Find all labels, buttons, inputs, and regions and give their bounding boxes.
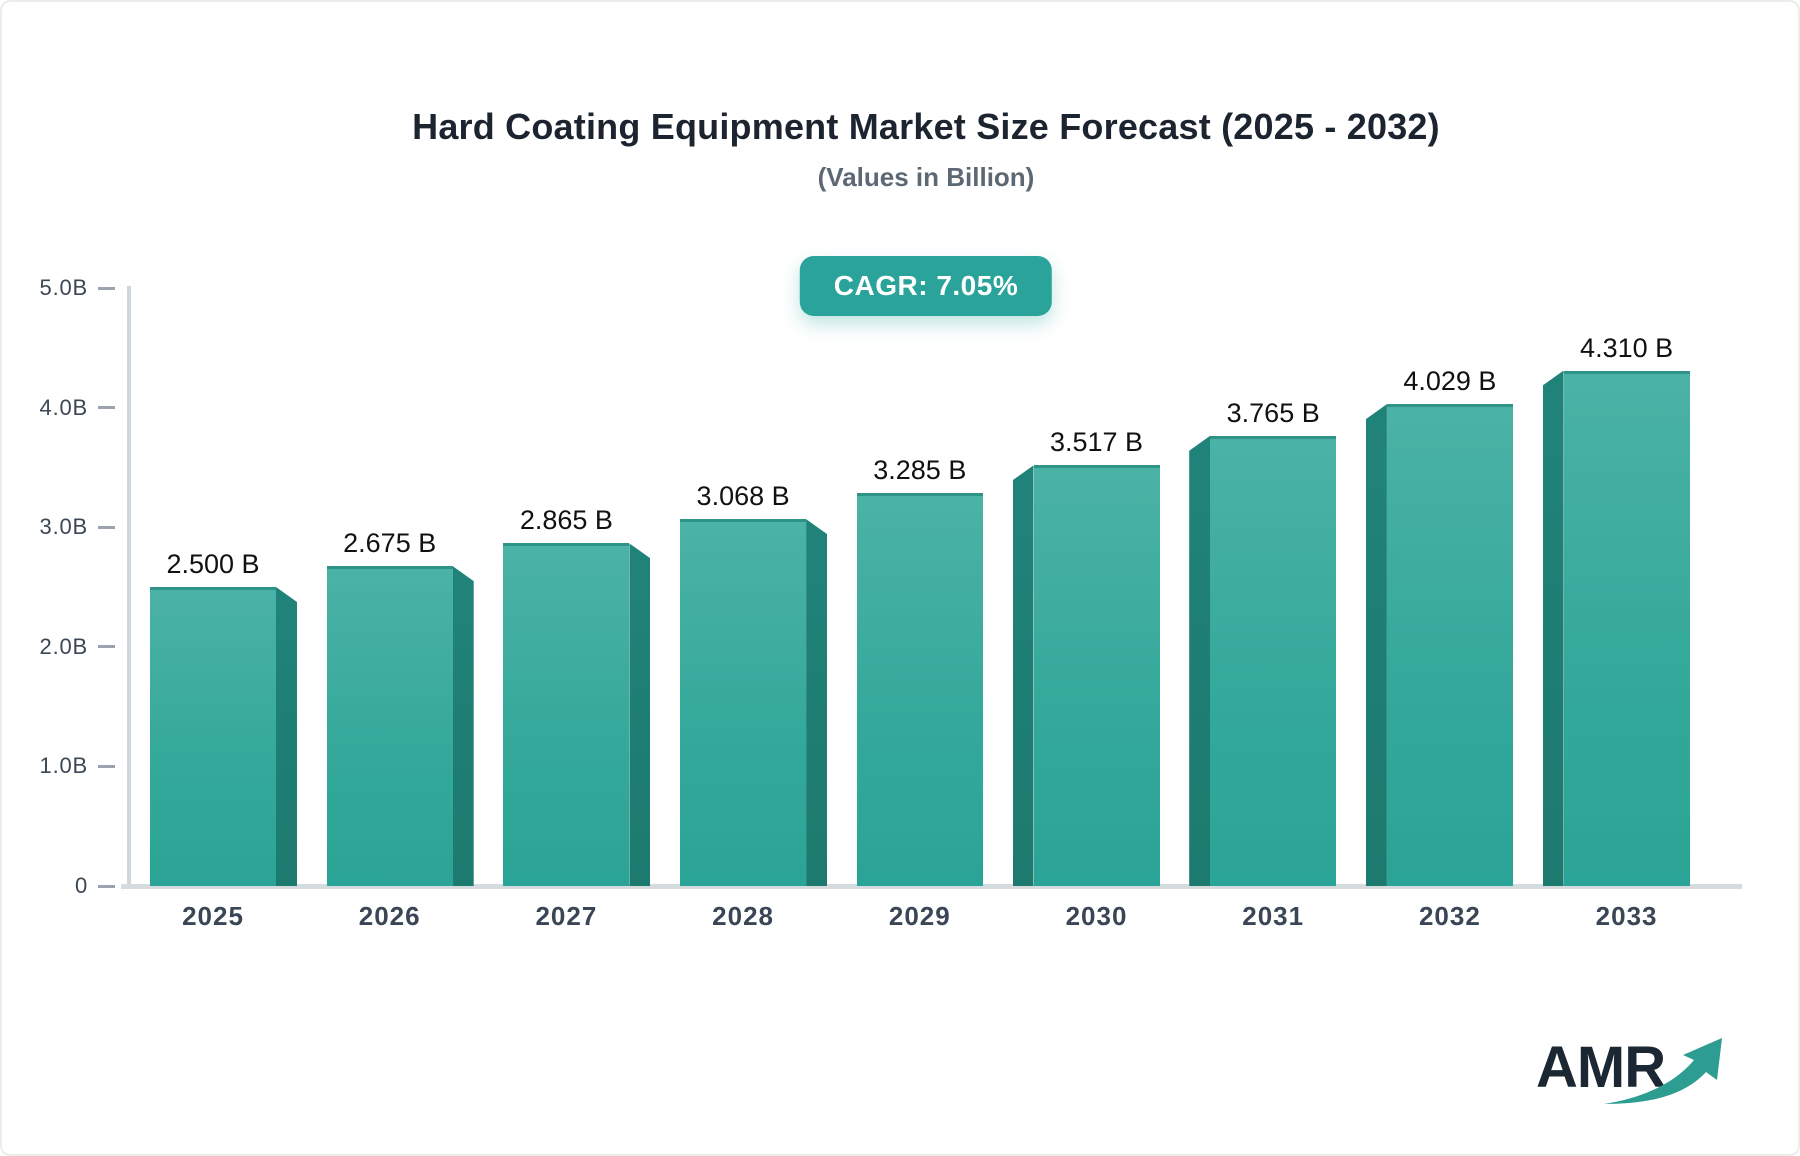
bar-side-face <box>1542 370 1564 886</box>
bar-2028 <box>680 519 807 886</box>
y-tick-dash <box>98 764 115 768</box>
growth-arrow-icon <box>1604 1038 1722 1104</box>
cagr-badge: CAGR: 7.05% <box>799 256 1053 316</box>
y-tick-label: 0 <box>74 873 88 898</box>
y-tick-dash <box>98 884 115 888</box>
x-axis-baseline <box>121 884 1742 889</box>
x-axis-label-2029: 2029 <box>888 901 951 931</box>
chart-subtitle: (Values in Billion) <box>817 162 1035 192</box>
bar-2026 <box>326 566 453 886</box>
bar-value-label: 2.865 B <box>519 505 613 536</box>
x-axis-label-2027: 2027 <box>535 901 598 931</box>
bar-side-face <box>1189 435 1211 886</box>
x-axis-label-2030: 2030 <box>1065 901 1128 931</box>
bar-value-label: 4.029 B <box>1403 366 1497 397</box>
chart-title: Hard Coating Equipment Market Size Forec… <box>412 106 1440 147</box>
y-tick-dash <box>98 286 115 290</box>
bar-side-face <box>1365 404 1387 886</box>
bar-2031 <box>1210 435 1337 886</box>
y-tick-label: 1.0B <box>39 753 88 779</box>
bar-value-label: 3.765 B <box>1226 397 1320 428</box>
bar-value-label: 3.068 B <box>696 481 790 512</box>
x-axis-label-2026: 2026 <box>358 901 421 931</box>
y-tick-dash <box>98 525 115 529</box>
bar-value-label: 2.675 B <box>343 528 437 559</box>
bar-value-label: 3.517 B <box>1049 427 1144 458</box>
y-tick-label: 5.0B <box>39 275 88 300</box>
bar-value-label: 4.310 B <box>1580 332 1674 363</box>
bar-value-label: 3.285 B <box>873 455 967 486</box>
x-axis-label-2031: 2031 <box>1242 901 1305 931</box>
y-tick-label: 4.0B <box>39 394 88 420</box>
bar-side-face <box>276 587 297 886</box>
bar-2032 <box>1386 404 1513 886</box>
amr-logo: AMR <box>1536 1032 1746 1112</box>
bar-side-face <box>1012 465 1034 886</box>
y-tick-dash <box>98 406 115 410</box>
y-tick-dash <box>98 645 115 649</box>
bar-side-face <box>452 566 474 886</box>
bar-value-label: 2.500 B <box>166 549 260 579</box>
y-tick-label: 2.0B <box>39 633 88 659</box>
x-axis-label-2028: 2028 <box>712 901 775 931</box>
bar-side-face <box>629 543 651 886</box>
bar-2030 <box>1033 465 1160 886</box>
y-axis-line <box>127 286 131 886</box>
bar-side-face <box>806 519 828 886</box>
bar-2033 <box>1563 370 1690 886</box>
bar-2029 <box>856 493 983 886</box>
bar-2027 <box>503 543 630 886</box>
bar-2025 <box>150 587 276 886</box>
y-tick-label: 3.0B <box>39 514 88 540</box>
x-axis-label-2033: 2033 <box>1595 901 1658 931</box>
x-axis-label-2032: 2032 <box>1418 901 1481 931</box>
amr-logo-text: AMR <box>1536 1035 1666 1100</box>
x-axis-label-2025: 2025 <box>182 901 244 931</box>
